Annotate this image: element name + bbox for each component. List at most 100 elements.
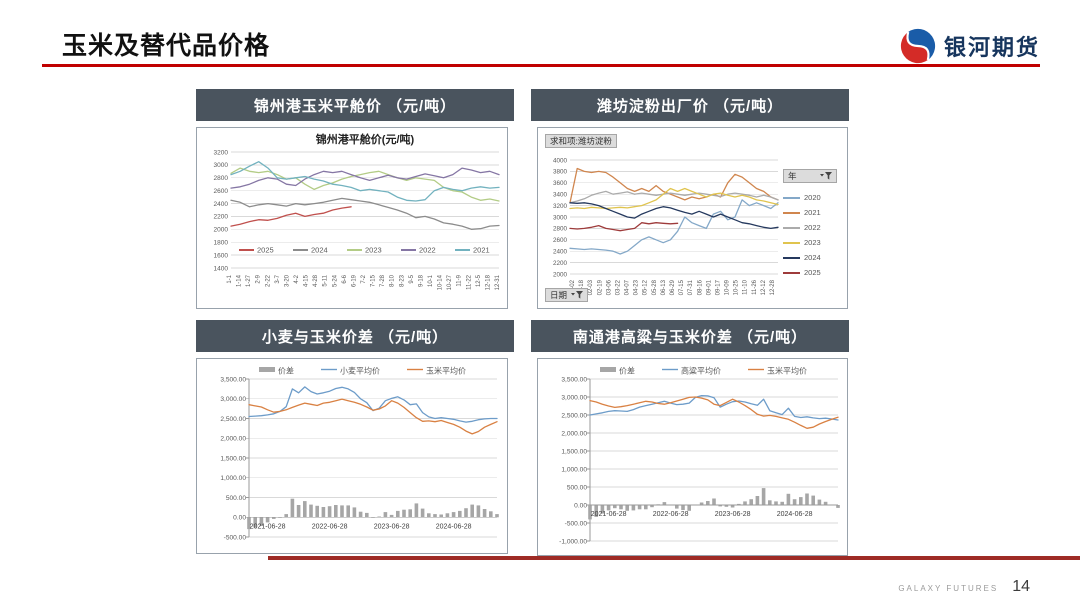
svg-text:12-12: 12-12: [761, 279, 767, 295]
svg-text:10-09: 10-09: [725, 279, 731, 295]
footer: GALAXY FUTURES 14: [898, 578, 1030, 596]
svg-text:-500.00: -500.00: [565, 520, 588, 527]
svg-text:12-31: 12-31: [495, 274, 501, 290]
legend-swatch: [783, 271, 800, 274]
date-filter-label: 日期: [550, 290, 568, 300]
svg-text:05-12: 05-12: [643, 279, 649, 295]
chart3-body: 3,500.00 3,000.00 2,500.00 2,000.00 1,500.00…: [196, 358, 508, 554]
svg-text:01-18: 01-18: [579, 279, 585, 295]
svg-text:2021-06-28: 2021-06-28: [250, 523, 286, 530]
legend-entry-2022: 2022: [783, 220, 843, 235]
svg-text:4-28: 4-28: [313, 274, 319, 287]
svg-text:2400: 2400: [553, 249, 568, 256]
svg-text:1-27: 1-27: [246, 274, 252, 287]
filter-dropdown-icon: [571, 290, 584, 299]
pivot-field-label: 求和项:潍坊淀粉: [550, 136, 612, 146]
svg-text:10-14: 10-14: [438, 274, 444, 290]
svg-text:5-11: 5-11: [323, 274, 329, 286]
svg-text:4-15: 4-15: [304, 274, 310, 287]
svg-text:锦州港平舱价(元/吨): 锦州港平舱价(元/吨): [316, 132, 415, 146]
footer-rule: [268, 556, 1080, 560]
title-rule: [42, 64, 1040, 67]
svg-text:2600: 2600: [553, 237, 568, 244]
svg-text:2800: 2800: [553, 226, 568, 233]
svg-text:2021-06-28: 2021-06-28: [591, 511, 627, 518]
svg-text:1-1: 1-1: [227, 274, 233, 283]
chart4-canvas: 3,500.00 3,000.00 2,500.00 2,000.00 1,500.00…: [559, 366, 840, 545]
svg-text:8-10: 8-10: [390, 274, 396, 287]
svg-text:2022-06-28: 2022-06-28: [312, 523, 348, 530]
svg-text:10-25: 10-25: [734, 279, 740, 295]
svg-text:价差: 价差: [619, 366, 635, 376]
svg-text:玉米平均价: 玉米平均价: [426, 366, 466, 376]
chart3-header-label: 小麦与玉米价差 （元/吨）: [261, 328, 449, 346]
svg-text:04-07: 04-07: [625, 279, 631, 295]
svg-text:2400: 2400: [214, 201, 229, 208]
svg-text:3,000.00: 3,000.00: [220, 396, 246, 403]
svg-text:2200: 2200: [214, 214, 229, 221]
chart1-header-label: 锦州港玉米平舱价 （元/吨）: [253, 97, 457, 115]
legend-swatch: [783, 196, 800, 199]
chart2-header-label: 潍坊淀粉出厂价 （元/吨）: [596, 97, 784, 115]
svg-text:02-03: 02-03: [588, 279, 594, 295]
legend-swatch: [783, 256, 800, 259]
svg-text:6-6: 6-6: [342, 274, 348, 283]
legend-swatch: [783, 241, 800, 244]
chart1-header: 锦州港玉米平舱价 （元/吨）: [196, 89, 514, 121]
svg-text:3400: 3400: [553, 192, 568, 199]
svg-text:12-18: 12-18: [485, 274, 491, 290]
chart4-header-label: 南通港高粱与玉米价差 （元/吨）: [572, 328, 808, 346]
svg-text:6-19: 6-19: [351, 274, 357, 287]
svg-text:5-24: 5-24: [332, 274, 338, 287]
svg-text:7-28: 7-28: [380, 274, 386, 287]
svg-text:07-15: 07-15: [679, 279, 685, 295]
chart2-body: 求和项:潍坊淀粉 4000 3800 3600 3400 3200 3000 2800 260…: [537, 127, 848, 309]
legend-entry-2025: 2025: [783, 265, 843, 280]
svg-text:4000: 4000: [553, 157, 568, 164]
legend-label: 2024: [804, 253, 821, 262]
legend-label: 2020: [804, 193, 821, 202]
svg-text:02-19: 02-19: [597, 279, 603, 295]
svg-text:09-01: 09-01: [706, 279, 712, 295]
legend-entry-2020: 2020: [783, 190, 843, 205]
svg-text:11-9: 11-9: [457, 274, 463, 286]
svg-text:0.00: 0.00: [574, 502, 587, 509]
svg-text:3200: 3200: [553, 203, 568, 210]
svg-text:500.00: 500.00: [226, 495, 247, 502]
svg-text:3,500.00: 3,500.00: [220, 376, 246, 383]
svg-text:3-7: 3-7: [275, 274, 281, 283]
chart1-body: 锦州港平舱价(元/吨) 3200 3000 2800 2600 2400 2200 2000 1…: [196, 127, 508, 309]
year-filter-label: 年: [788, 171, 797, 181]
svg-text:2024-06-28: 2024-06-28: [777, 511, 813, 518]
svg-text:2,500.00: 2,500.00: [220, 416, 246, 423]
legend-entry-2024: 2024: [783, 250, 843, 265]
svg-text:2023-06-28: 2023-06-28: [715, 511, 751, 518]
svg-text:2000: 2000: [214, 227, 229, 234]
date-filter-button[interactable]: 日期: [545, 288, 589, 302]
svg-text:2,000.00: 2,000.00: [561, 430, 587, 437]
svg-text:1,500.00: 1,500.00: [561, 448, 587, 455]
legend-label: 2023: [804, 238, 821, 247]
year-filter-button[interactable]: 年: [783, 169, 837, 183]
chart3-header: 小麦与玉米价差 （元/吨）: [196, 320, 514, 352]
svg-text:3600: 3600: [553, 180, 568, 187]
svg-text:10-27: 10-27: [447, 274, 453, 290]
chart4-body: 3,500.00 3,000.00 2,500.00 2,000.00 1,500.00…: [537, 358, 848, 556]
svg-text:0.00: 0.00: [233, 515, 246, 522]
svg-text:8-23: 8-23: [399, 274, 405, 287]
svg-text:7-2: 7-2: [361, 274, 367, 283]
legend-entry-2021: 2021: [783, 205, 843, 220]
chart2-legend-panel: 年 2020 2021 2022 2023 2024 2025: [783, 166, 843, 280]
svg-text:1,500.00: 1,500.00: [220, 455, 246, 462]
svg-text:1400: 1400: [214, 265, 229, 272]
svg-text:3,000.00: 3,000.00: [561, 394, 587, 401]
galaxy-logo-icon: [900, 28, 936, 64]
svg-text:9-5: 9-5: [409, 274, 415, 283]
svg-text:4-2: 4-2: [294, 274, 300, 283]
svg-text:3-20: 3-20: [284, 274, 290, 287]
svg-text:06-13: 06-13: [661, 279, 667, 295]
svg-text:2-9: 2-9: [256, 274, 262, 283]
chart2-legend: 2020 2021 2022 2023 2024 2025: [783, 190, 843, 280]
svg-text:06-29: 06-29: [670, 279, 676, 295]
pivot-field-button[interactable]: 求和项:潍坊淀粉: [545, 134, 617, 148]
